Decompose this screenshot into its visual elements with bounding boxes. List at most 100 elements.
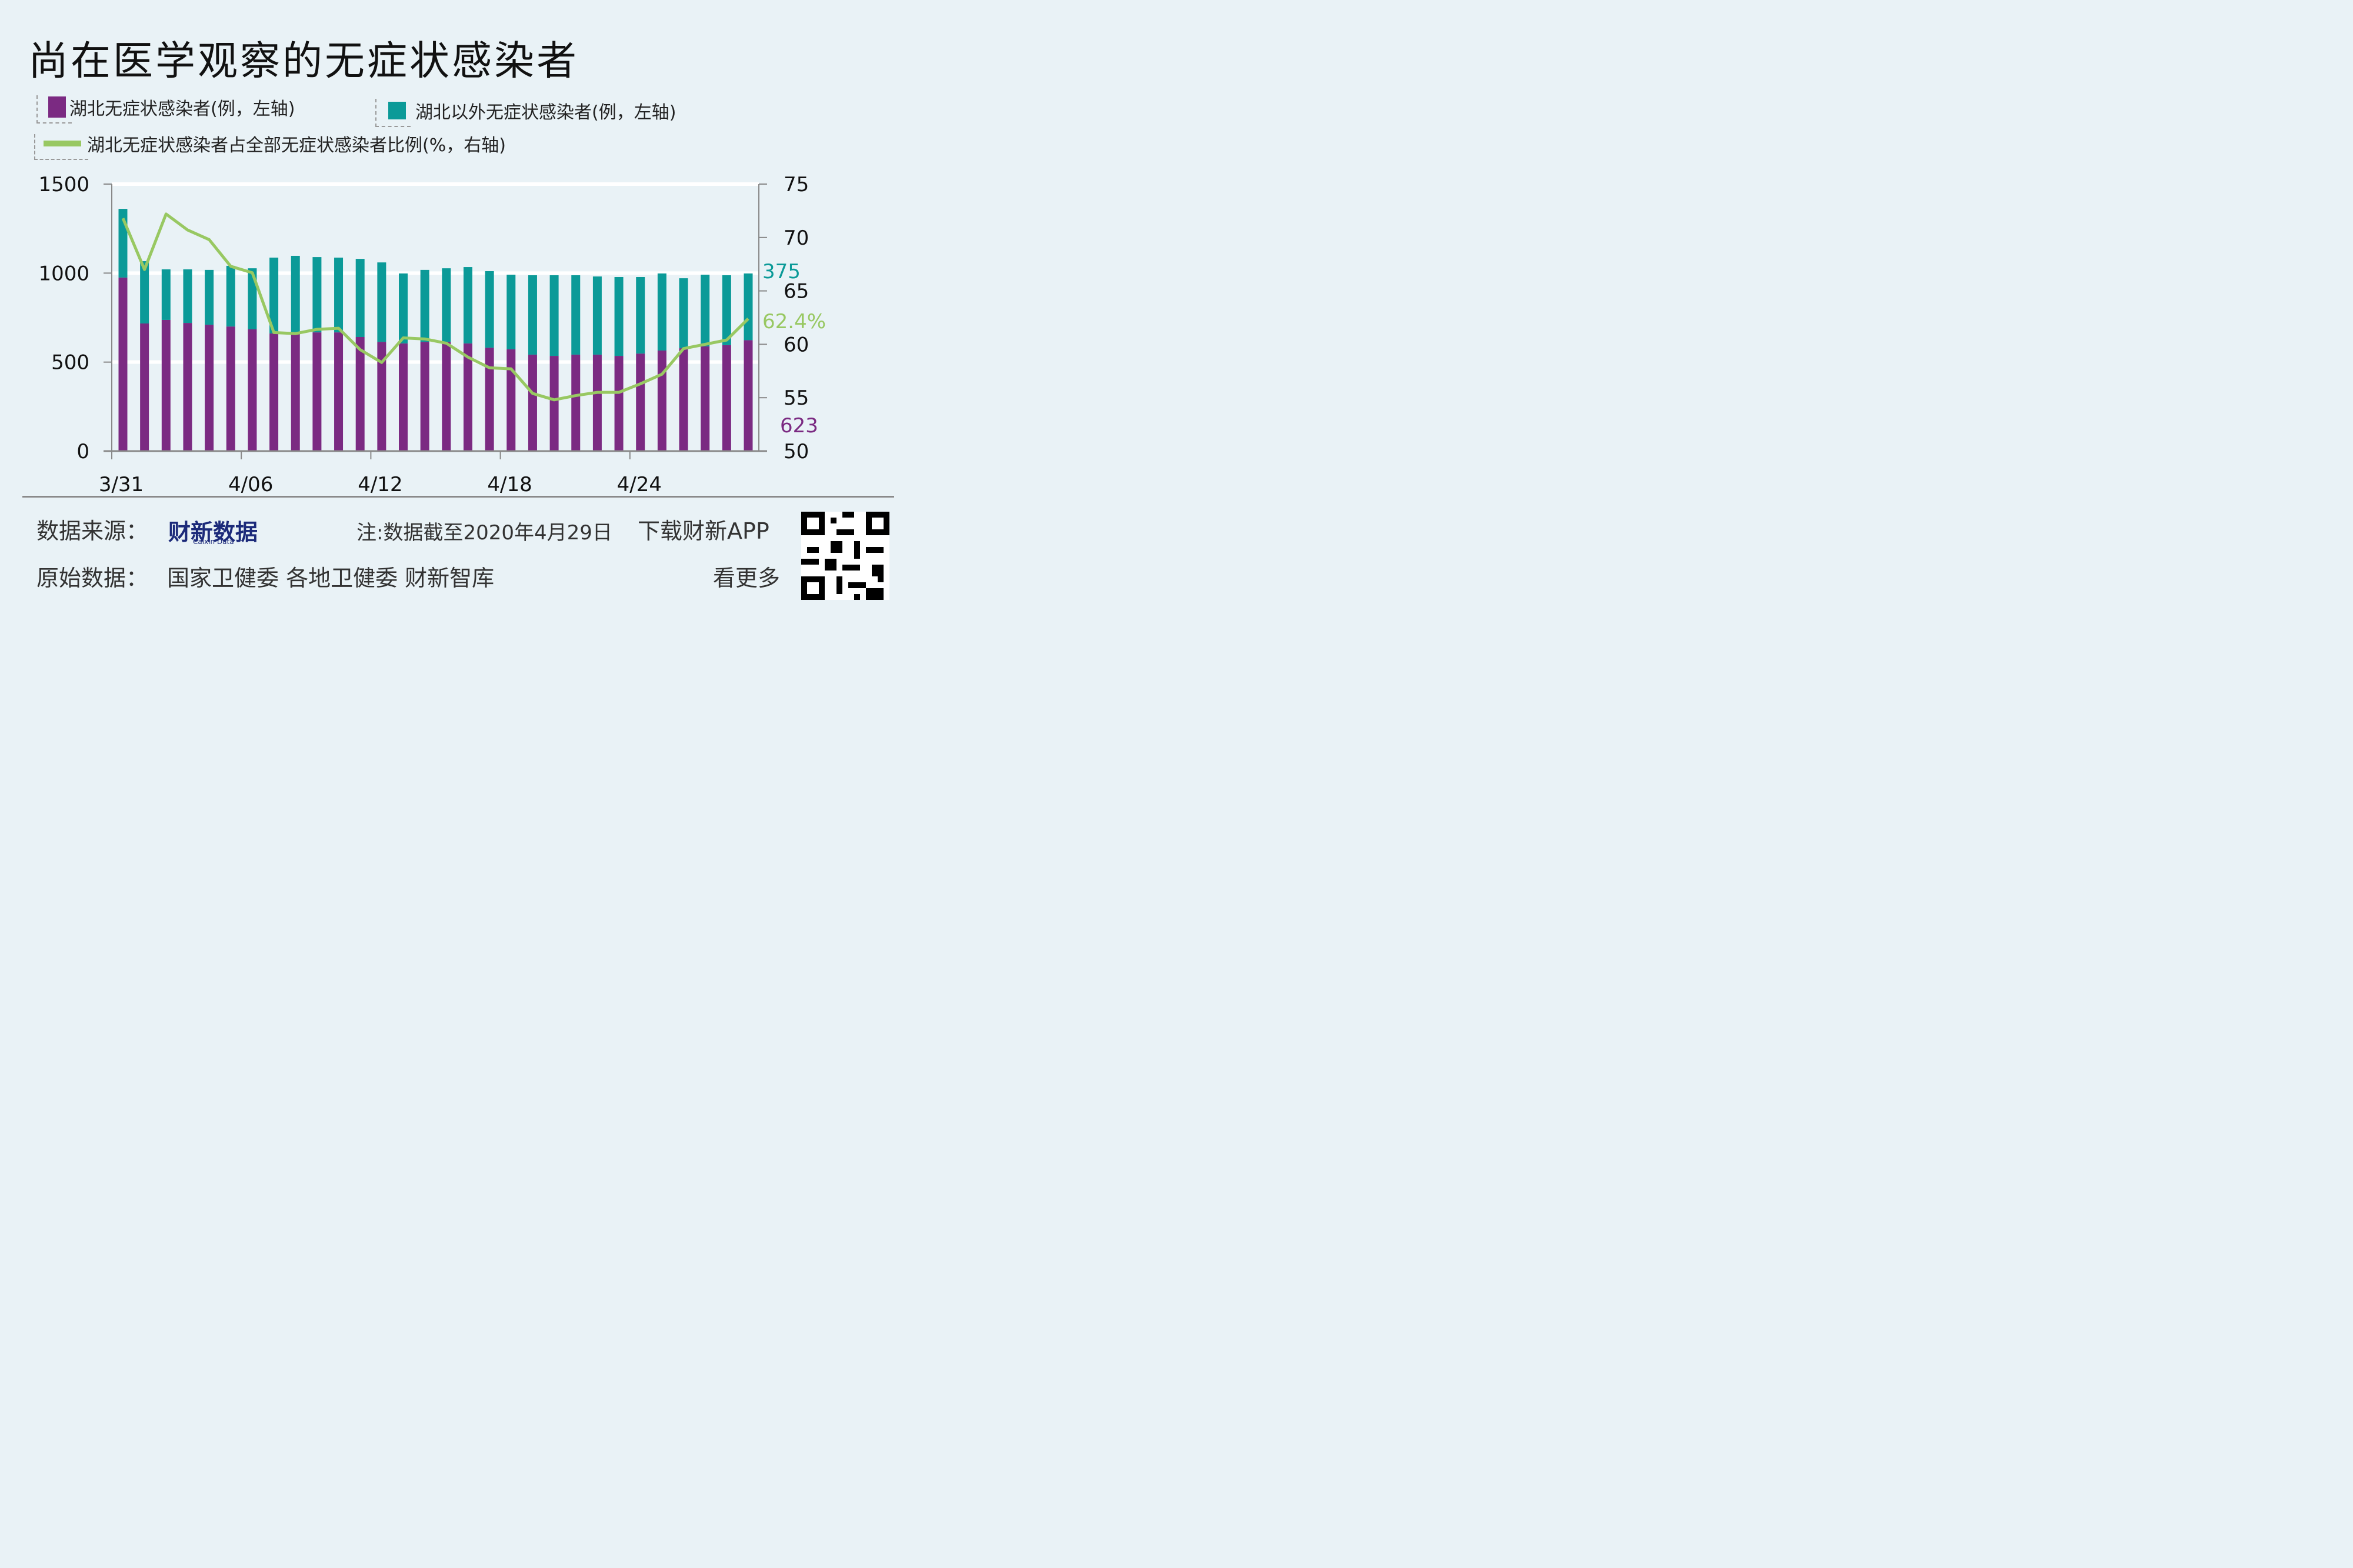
bar-hubei — [161, 319, 171, 451]
bar-hubei — [701, 346, 710, 451]
bar-outside — [291, 255, 300, 333]
bar-hubei — [636, 353, 645, 451]
qr-code-icon[interactable] — [801, 512, 889, 600]
footer-divider — [22, 496, 894, 498]
bar-outside — [571, 275, 581, 355]
right-tick-label: 60 — [784, 333, 809, 356]
bar-outside — [248, 268, 257, 329]
bar-hubei — [248, 329, 257, 451]
annotation-hubei-last: 623 — [780, 414, 818, 438]
bar-outside — [161, 269, 171, 320]
bar-hubei — [463, 343, 472, 451]
bar-hubei — [118, 277, 128, 451]
annotation-outside-last: 375 — [762, 260, 801, 283]
bar-hubei — [399, 343, 408, 451]
right-tick-label: 75 — [784, 173, 809, 196]
x-tick-label: 4/18 — [487, 473, 532, 496]
bar-hubei — [355, 336, 365, 451]
legend-swatch-outside — [388, 102, 406, 119]
bar-hubei — [614, 356, 624, 451]
bar-outside — [355, 259, 365, 337]
bar-outside — [442, 268, 451, 342]
ratio-line — [121, 212, 749, 402]
bar-outside — [636, 276, 645, 354]
bar-hubei — [744, 340, 753, 451]
bar-hubei — [679, 348, 688, 451]
chart-title: 尚在医学观察的无症状感染者 — [28, 38, 579, 85]
caixin-data-logo-sub: Caixin Data — [193, 538, 234, 546]
legend-hubei: 湖北无症状感染者(例，左轴) — [48, 94, 295, 120]
bar-outside — [744, 273, 753, 341]
bar-outside — [183, 269, 192, 323]
bar-hubei — [312, 332, 322, 451]
x-tick-label: 4/06 — [228, 473, 273, 496]
left-tick-label: 0 — [76, 440, 89, 463]
bar-outside — [506, 275, 516, 349]
legend-ratio: 湖北无症状感染者占全部无症状感染者比例(%，右轴) — [44, 131, 506, 156]
chart-plot: 0 500 1000 1500 50 55 60 65 70 75 3/31 4/06 4/12 4/18… — [38, 173, 826, 496]
bar-hubei — [183, 323, 192, 451]
bar-outside — [485, 271, 494, 348]
bar-outside — [722, 275, 731, 345]
bar-outside — [334, 258, 344, 333]
bar-hubei — [205, 325, 214, 451]
bar-hubei — [442, 342, 451, 451]
bar-outside — [205, 269, 214, 325]
bar-outside — [679, 278, 688, 349]
legend-label-outside: 湖北以外无症状感染者(例，左轴) — [415, 102, 676, 123]
bar-outside — [549, 275, 559, 356]
bar-outside — [140, 261, 149, 323]
source-label: 数据来源： — [36, 518, 149, 544]
bar-hubei — [269, 333, 279, 451]
bar-hubei — [377, 342, 386, 451]
annotation-ratio-last: 62.4% — [762, 310, 826, 333]
bar-hubei — [226, 326, 235, 451]
bar-outside — [592, 276, 602, 355]
bar-outside — [399, 273, 408, 343]
bar-hubei — [657, 350, 666, 451]
bar-hubei — [420, 342, 429, 451]
bar-outside — [420, 269, 429, 342]
bar-outside — [528, 275, 537, 355]
x-tick-label: 3/31 — [99, 473, 144, 496]
bar-outside — [312, 257, 322, 333]
bar-outside — [377, 262, 386, 342]
download-app-text: 下载财新APP — [638, 518, 769, 544]
right-tick-label: 55 — [784, 386, 809, 410]
bar-hubei — [571, 354, 581, 451]
raw-data-sources: 国家卫健委 各地卫健委 财新智库 — [167, 565, 495, 591]
bar-outside — [463, 267, 472, 343]
right-tick-label: 50 — [784, 440, 809, 463]
bar-hubei — [592, 354, 602, 451]
bar-outside — [657, 273, 666, 351]
legend-frame — [375, 99, 411, 127]
left-tick-label: 500 — [51, 351, 89, 375]
legend-outside: 湖北以外无症状感染者(例，左轴) — [388, 98, 676, 124]
bar-hubei — [528, 354, 537, 451]
see-more-text: 看更多 — [713, 565, 781, 591]
bar-outside — [701, 275, 710, 347]
legend-label-ratio: 湖北无症状感染者占全部无症状感染者比例(%，右轴) — [87, 135, 506, 156]
bar-hubei — [291, 333, 300, 451]
legend-swatch-ratio — [44, 141, 81, 146]
right-tick-label: 70 — [784, 226, 809, 250]
left-tick-label: 1000 — [38, 262, 89, 285]
bar-hubei — [334, 332, 344, 451]
legend-frame — [34, 134, 88, 160]
bar-hubei — [506, 349, 516, 451]
bar-hubei — [722, 345, 731, 451]
caixin-data-logo: 财新数据 — [168, 519, 258, 545]
bar-outside — [614, 276, 624, 356]
legend-swatch-hubei — [48, 96, 66, 118]
right-tick-label: 65 — [784, 280, 809, 303]
bar-hubei — [485, 348, 494, 451]
legend-frame — [36, 95, 72, 124]
date-note: 注:数据截至2020年4月29日 — [356, 521, 612, 545]
bar-hubei — [549, 356, 559, 451]
left-tick-label: 1500 — [38, 173, 89, 196]
x-tick-label: 4/24 — [617, 473, 662, 496]
raw-data-label: 原始数据： — [36, 565, 149, 591]
bar-hubei — [140, 323, 149, 451]
bar-outside — [226, 265, 235, 327]
bar-outside — [269, 258, 279, 333]
